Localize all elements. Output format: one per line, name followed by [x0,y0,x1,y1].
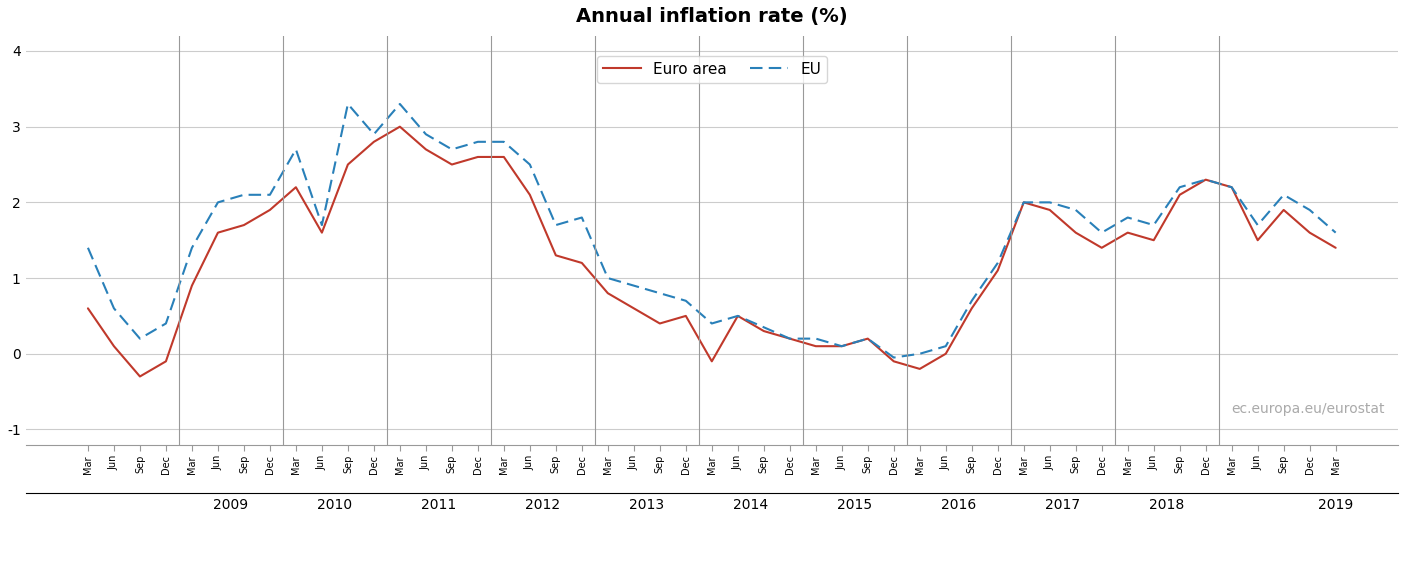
Legend: Euro area, EU: Euro area, EU [597,56,828,83]
Title: Annual inflation rate (%): Annual inflation rate (%) [576,7,847,26]
Text: ec.europa.eu/eurostat: ec.europa.eu/eurostat [1231,402,1384,416]
